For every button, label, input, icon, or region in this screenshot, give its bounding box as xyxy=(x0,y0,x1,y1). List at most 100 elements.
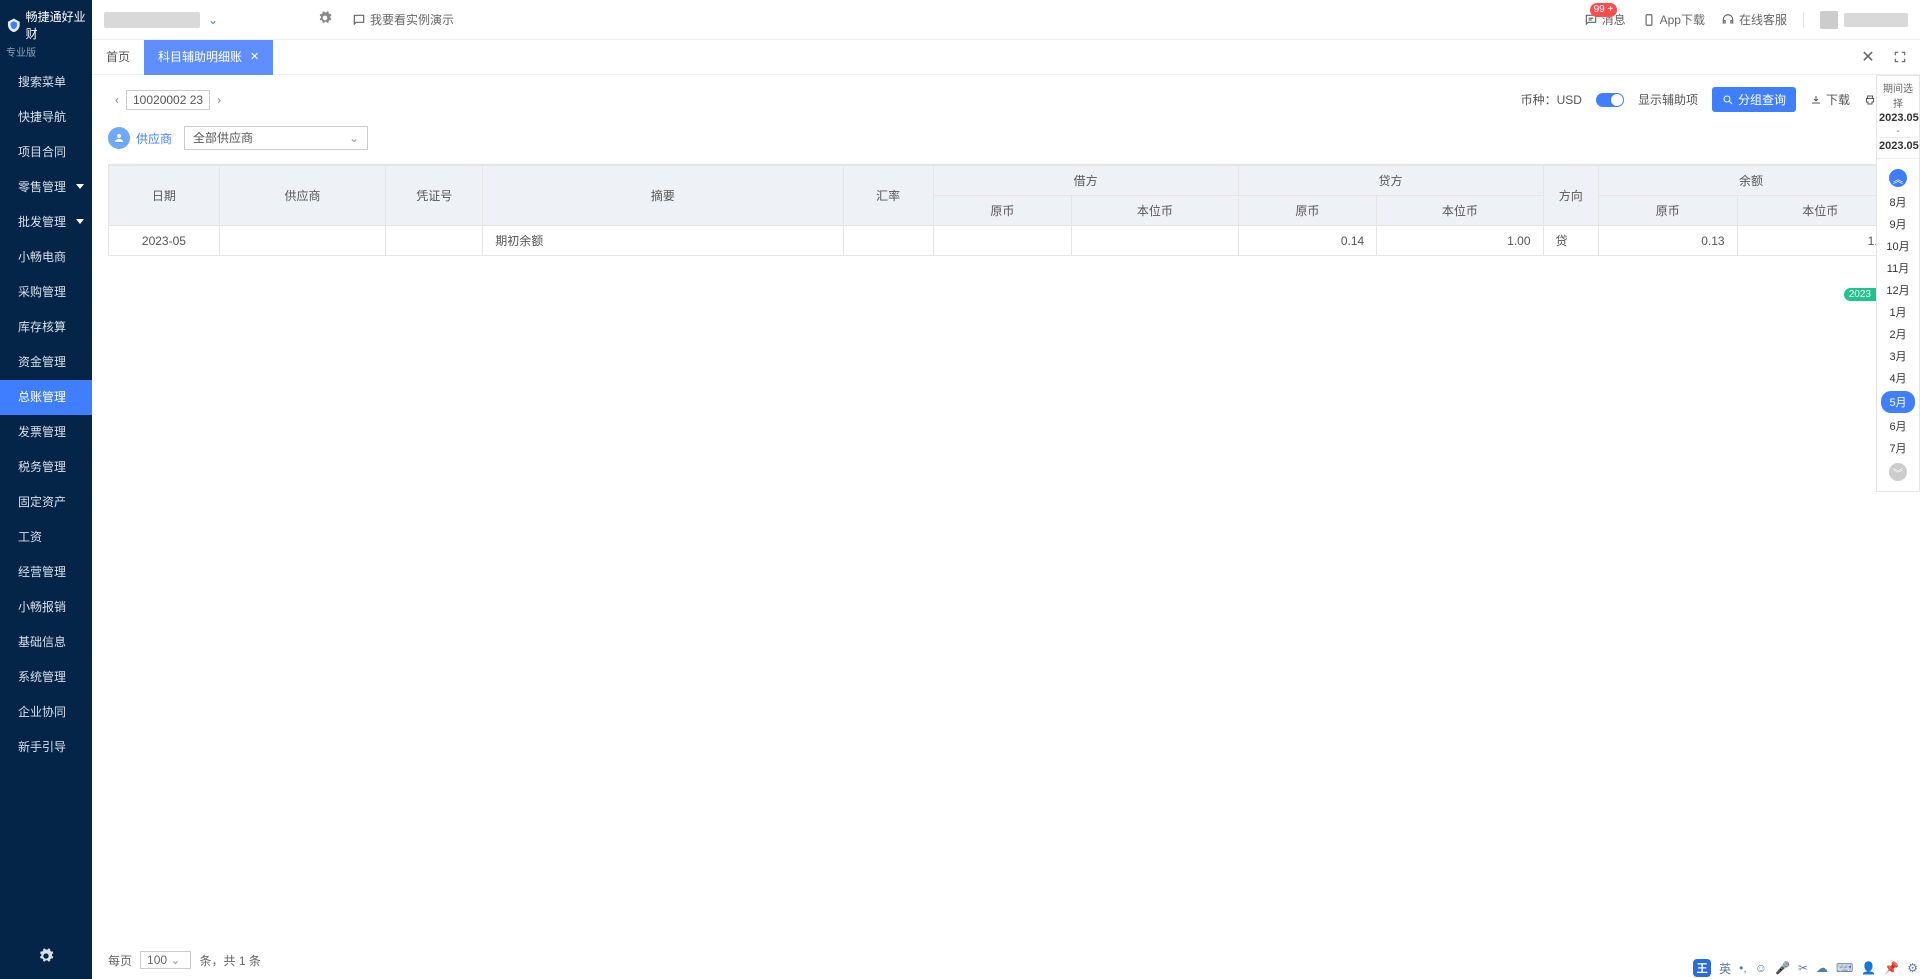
sidebar-item-2[interactable]: 项目合同 xyxy=(0,135,92,170)
ime-cloud-icon[interactable]: ☁ xyxy=(1816,961,1828,975)
next-account-button[interactable]: › xyxy=(210,93,228,107)
phone-icon xyxy=(1642,13,1656,27)
cell-credit-base: 1.00 xyxy=(1377,226,1543,256)
sidebar-settings[interactable] xyxy=(0,938,92,979)
ime-smile-icon[interactable]: ☺ xyxy=(1755,961,1767,975)
sidebar-item-7[interactable]: 库存核算 xyxy=(0,310,92,345)
pagination: 每页 100 ⌄ 条，共 1 条 xyxy=(108,951,261,969)
month-6月[interactable]: 6月 xyxy=(1877,415,1919,437)
ime-punct-icon[interactable]: •, xyxy=(1739,961,1747,975)
month-7月[interactable]: 7月 xyxy=(1877,437,1919,459)
toggle-label: 显示辅助项 xyxy=(1638,91,1698,108)
sidebar-item-10[interactable]: 发票管理 xyxy=(0,415,92,450)
scroll-up-button[interactable]: ︽ xyxy=(1889,169,1907,187)
sidebar-item-12[interactable]: 固定资产 xyxy=(0,485,92,520)
month-5月[interactable]: 5月 xyxy=(1881,391,1915,413)
sidebar-item-17[interactable]: 系统管理 xyxy=(0,660,92,695)
ime-keyboard-icon[interactable]: ⌨ xyxy=(1836,961,1853,975)
month-2月[interactable]: 2月 xyxy=(1877,323,1919,345)
fullscreen-button[interactable] xyxy=(1888,45,1912,69)
cell-rate xyxy=(843,226,933,256)
close-all-button[interactable]: ✕ xyxy=(1856,45,1880,69)
group-query-button[interactable]: 分组查询 xyxy=(1712,87,1796,112)
sidebar-item-1[interactable]: 快捷导航 xyxy=(0,100,92,135)
period-to[interactable]: 2023.05 xyxy=(1879,138,1917,154)
sidebar-item-8[interactable]: 资金管理 xyxy=(0,345,92,380)
sidebar-item-13[interactable]: 工资 xyxy=(0,520,92,555)
month-1月[interactable]: 1月 xyxy=(1877,301,1919,323)
month-10月[interactable]: 10月 xyxy=(1877,235,1919,257)
col-supplier: 供应商 xyxy=(219,166,385,226)
tab-subject-ledger[interactable]: 科目辅助明细账 ✕ xyxy=(144,40,273,75)
sidebar-item-18[interactable]: 企业协同 xyxy=(0,695,92,730)
sidebar-item-15[interactable]: 小畅报销 xyxy=(0,590,92,625)
page-size-select[interactable]: 100 ⌄ xyxy=(140,951,191,969)
month-3月[interactable]: 3月 xyxy=(1877,345,1919,367)
tab-home[interactable]: 首页 xyxy=(92,40,144,75)
sidebar-item-9[interactable]: 总账管理 xyxy=(0,380,92,415)
toolbar-right: 币种：USD 显示辅助项 分组查询 下载 打印 xyxy=(1521,87,1904,112)
download-icon xyxy=(1810,94,1822,106)
cell-voucher xyxy=(386,226,483,256)
period-from[interactable]: 2023.05 xyxy=(1879,110,1917,126)
tab-label: 科目辅助明细账 xyxy=(158,40,242,75)
sidebar-item-0[interactable]: 搜索菜单 xyxy=(0,65,92,100)
month-9月[interactable]: 9月 xyxy=(1877,213,1919,235)
table-row[interactable]: 2023-05 期初余额 0.14 1.00 贷 0.13 1.00 xyxy=(109,226,1904,256)
month-12月[interactable]: 12月 xyxy=(1877,279,1919,301)
period-header: 期间选择 2023.05 - 2023.05 xyxy=(1877,76,1919,159)
col-bal-orig: 原币 xyxy=(1598,196,1737,226)
cell-supplier xyxy=(219,226,385,256)
ime-mic-icon[interactable]: 🎤 xyxy=(1775,961,1790,975)
chevron-down-icon: ⌄ xyxy=(349,127,359,149)
show-aux-toggle[interactable] xyxy=(1596,93,1624,107)
cell-credit-orig: 0.14 xyxy=(1238,226,1377,256)
month-4月[interactable]: 4月 xyxy=(1877,367,1919,389)
ime-pin-icon[interactable]: 📌 xyxy=(1884,961,1899,975)
col-summary: 摘要 xyxy=(483,166,843,226)
app-download-button[interactable]: App下载 xyxy=(1642,11,1705,28)
supplier-select[interactable]: 全部供应商 ⌄ xyxy=(184,126,368,150)
company-selector[interactable]: xxxxxx ⌄ xyxy=(104,12,304,28)
sidebar-item-6[interactable]: 采购管理 xyxy=(0,275,92,310)
year-badge: 2023 xyxy=(1844,288,1876,301)
period-months: ︽ 8月9月10月11月12月 1月2月3月4月5月6月7月 ︾ xyxy=(1877,159,1919,491)
ime-lang[interactable]: 英 xyxy=(1719,960,1731,977)
col-date: 日期 xyxy=(109,166,220,226)
ledger-table: 日期 供应商 凭证号 摘要 汇率 借方 贷方 方向 余额 原币 本位币 原币 本… xyxy=(108,164,1904,256)
sidebar-item-19[interactable]: 新手引导 xyxy=(0,730,92,765)
sidebar-item-11[interactable]: 税务管理 xyxy=(0,450,92,485)
prev-account-button[interactable]: ‹ xyxy=(108,93,126,107)
cell-bal-orig: 0.13 xyxy=(1598,226,1737,256)
company-name-hidden: xxxxxx xyxy=(104,12,200,28)
account-code[interactable]: 10020002 23 xyxy=(126,90,210,110)
sidebar-item-3[interactable]: 零售管理 xyxy=(0,170,92,205)
sidebar-item-4[interactable]: 批发管理 xyxy=(0,205,92,240)
online-service-button[interactable]: 在线客服 xyxy=(1721,11,1787,28)
close-icon[interactable]: ✕ xyxy=(250,40,259,75)
col-credit-base: 本位币 xyxy=(1377,196,1543,226)
messages-button[interactable]: 99 + 消息 xyxy=(1584,11,1626,28)
sidebar-item-5[interactable]: 小畅电商 xyxy=(0,240,92,275)
ime-person-icon[interactable]: 👤 xyxy=(1861,961,1876,975)
ime-main-icon[interactable]: 王 xyxy=(1693,959,1711,977)
header-settings[interactable] xyxy=(318,11,332,28)
sidebar-item-14[interactable]: 经营管理 xyxy=(0,555,92,590)
month-8月[interactable]: 8月 xyxy=(1877,191,1919,213)
user-menu[interactable]: xxxx xyxy=(1820,11,1908,29)
chevron-down-icon: ⌄ xyxy=(208,13,218,27)
ime-settings-icon[interactable]: ⚙ xyxy=(1907,961,1918,975)
scroll-down-button[interactable]: ︾ xyxy=(1889,463,1907,481)
download-button[interactable]: 下载 xyxy=(1810,91,1850,108)
nav-menu: 搜索菜单快捷导航项目合同零售管理批发管理小畅电商采购管理库存核算资金管理总账管理… xyxy=(0,65,92,938)
month-11月[interactable]: 11月 xyxy=(1877,257,1919,279)
sidebar-item-16[interactable]: 基础信息 xyxy=(0,625,92,660)
sidebar: 畅捷通好业财 专业版 搜索菜单快捷导航项目合同零售管理批发管理小畅电商采购管理库… xyxy=(0,0,92,979)
col-voucher: 凭证号 xyxy=(386,166,483,226)
demo-link[interactable]: 我要看实例演示 xyxy=(352,11,454,28)
speech-icon xyxy=(352,13,366,27)
ime-scissors-icon[interactable]: ✂ xyxy=(1798,961,1808,975)
divider xyxy=(1803,12,1804,28)
chevron-down-icon xyxy=(76,219,84,224)
col-debit-orig: 原币 xyxy=(933,196,1072,226)
